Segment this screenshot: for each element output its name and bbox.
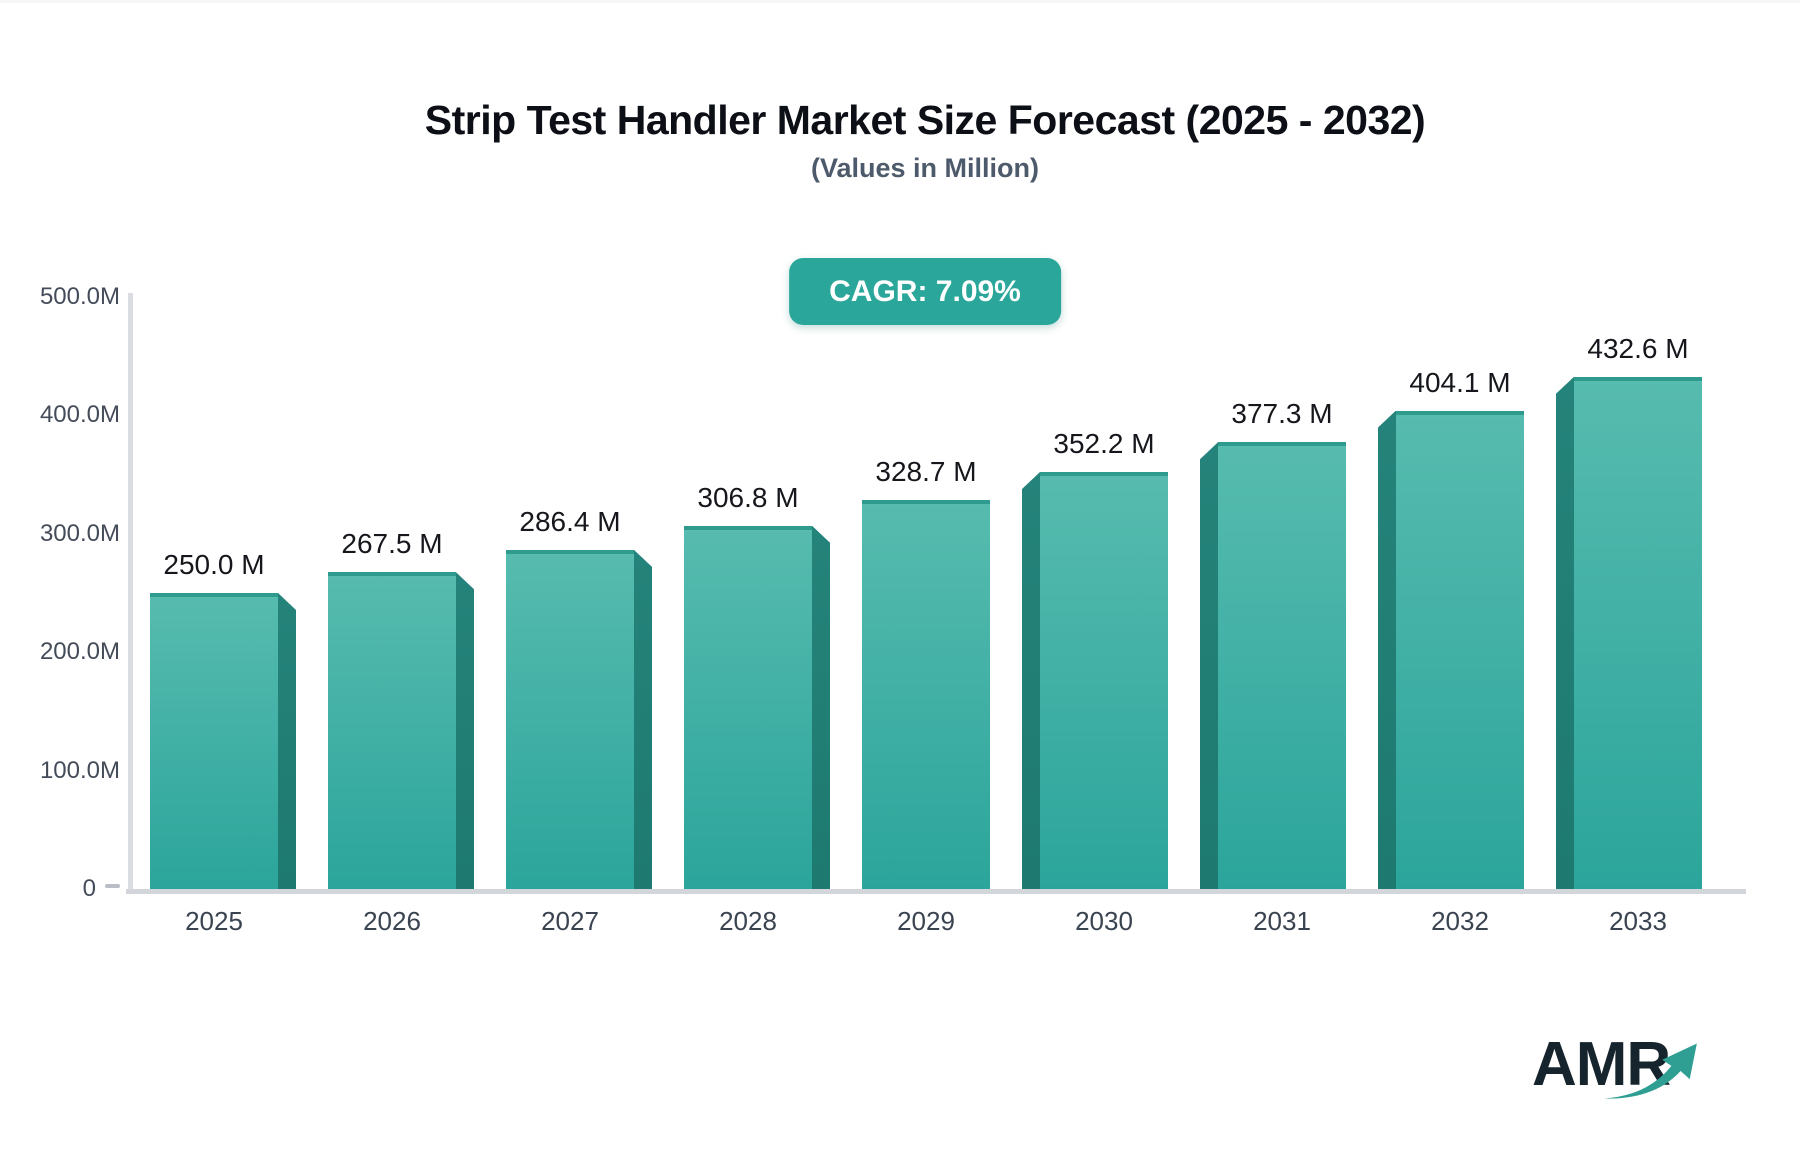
- x-tick-label: 2029: [897, 906, 955, 936]
- bar-2028: [684, 525, 812, 889]
- bar-value-label: 352.2 M: [1053, 427, 1155, 459]
- bar-3d-side-2031: [1200, 442, 1218, 889]
- x-axis-line: [126, 889, 1746, 894]
- x-tick-label: 2030: [1075, 906, 1133, 936]
- x-tick-label: 2032: [1431, 906, 1489, 936]
- y-tick-label: 400.0M: [39, 401, 120, 429]
- x-tick-label: 2027: [541, 906, 599, 936]
- bar-value-label: 328.7 M: [875, 455, 977, 487]
- x-tick-label: 2031: [1253, 906, 1311, 936]
- x-tick-label: 2033: [1609, 906, 1667, 936]
- bar-value-label: 250.0 M: [163, 549, 265, 580]
- bar-3d-side-2026: [456, 572, 474, 889]
- bar-2026: [328, 572, 456, 889]
- y-tick-label: 300.0M: [39, 519, 120, 547]
- bar-2027: [506, 549, 634, 889]
- bar-value-label: 432.6 M: [1587, 332, 1689, 364]
- bar-3d-side-2032: [1378, 410, 1396, 889]
- bar-2029: [862, 499, 990, 889]
- bar-value-label: 377.3 M: [1231, 398, 1333, 430]
- y-axis-line: [128, 293, 133, 893]
- bar-3d-side-2027: [634, 549, 652, 889]
- bar-2031: [1218, 442, 1346, 889]
- bar-3d-side-2025: [278, 593, 296, 889]
- plot-area: 0 100.0M 200.0M 300.0M 400.0M 500.0M 250.0 M 2…: [0, 3, 1800, 1159]
- y-axis-tick-mark: [105, 883, 120, 888]
- y-tick-label: 0: [0, 875, 120, 903]
- page-title: Strip Test Handler Market Size Forecast …: [424, 97, 1426, 143]
- bar-value-label: 404.1 M: [1409, 366, 1511, 398]
- y-tick-label: 200.0M: [39, 638, 120, 666]
- x-tick-label: 2026: [363, 906, 421, 936]
- cagr-badge: CAGR: 7.09%: [789, 258, 1061, 325]
- x-tick-label: 2028: [719, 906, 777, 936]
- bar-3d-side-2033: [1556, 376, 1574, 889]
- bar-value-label: 306.8 M: [697, 481, 799, 513]
- bar-3d-side-2030: [1022, 471, 1040, 889]
- bar-value-label: 267.5 M: [341, 528, 443, 560]
- bar-2030: [1040, 471, 1168, 889]
- y-tick-label: 500.0M: [39, 283, 120, 310]
- bar-value-label: 286.4 M: [519, 505, 621, 537]
- amr-logo: AMR: [1532, 1029, 1722, 1109]
- chart-subtitle: (Values in Million): [810, 153, 1040, 183]
- bar-2025: [150, 593, 278, 889]
- growth-arrow-icon: [1604, 1043, 1697, 1099]
- x-tick-label: 2025: [185, 906, 243, 936]
- bar-2032: [1396, 410, 1524, 889]
- y-tick-label: 100.0M: [39, 756, 120, 784]
- bar-2033: [1574, 376, 1702, 889]
- bar-3d-side-2028: [812, 525, 830, 889]
